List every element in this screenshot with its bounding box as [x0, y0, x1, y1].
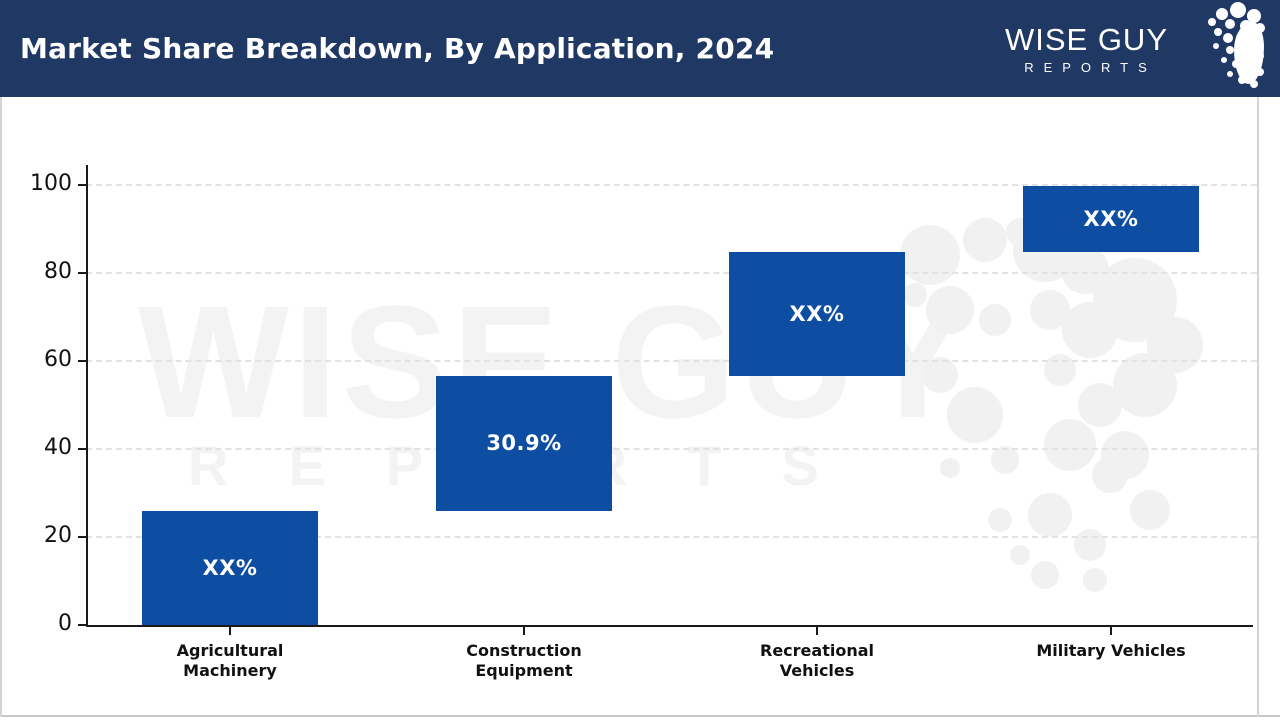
y-tick-label: 60	[44, 347, 72, 372]
y-tick-mark	[78, 536, 86, 538]
x-tick-label-line: Machinery	[183, 661, 277, 680]
x-tick-label-agricultural-machinery: Agricultural Machinery	[100, 641, 360, 681]
y-axis-line	[86, 165, 88, 627]
bar-value-label: XX%	[1083, 206, 1139, 231]
logo-dot	[1255, 22, 1265, 33]
y-tick-label: 80	[44, 259, 72, 284]
logo-dot	[1238, 75, 1246, 84]
watermark-dot	[991, 446, 1019, 474]
bar-agricultural-machinery: XX%	[142, 511, 318, 625]
watermark-dot	[1028, 493, 1072, 537]
x-tick-mark	[816, 627, 818, 635]
x-tick-label-line: Vehicles	[779, 661, 855, 680]
logo-dot	[1240, 19, 1252, 32]
gridline-40	[86, 448, 1257, 450]
watermark-dot	[963, 218, 1007, 262]
x-axis-line	[86, 625, 1253, 627]
watermark-dot	[1101, 431, 1149, 479]
page-border-right	[1257, 97, 1259, 717]
logo-dot	[1230, 1, 1246, 18]
logo-dot	[1239, 46, 1249, 57]
y-tick-label: 0	[58, 611, 72, 636]
logo-dot	[1225, 18, 1235, 29]
y-tick-label: 20	[44, 523, 72, 548]
y-tick-mark	[78, 448, 86, 450]
logo-dot	[1256, 67, 1264, 76]
watermark-dot	[988, 508, 1012, 532]
logo-dot	[1232, 59, 1240, 68]
x-tick-mark	[229, 627, 231, 635]
logo-dot	[1236, 31, 1248, 44]
watermark-dot	[947, 387, 1003, 443]
bar-military-vehicles: XX%	[1023, 185, 1199, 252]
watermark-dot	[903, 283, 927, 307]
watermark-dot	[1010, 545, 1030, 565]
page-title: Market Share Breakdown, By Application, …	[20, 32, 775, 65]
bar-value-label: 30.9%	[486, 431, 562, 456]
watermark-dot	[1130, 490, 1170, 530]
watermark-dot	[979, 304, 1011, 336]
logo-dot	[1216, 7, 1228, 20]
bar-value-label: XX%	[789, 301, 845, 326]
bar-construction-equipment: 30.9%	[436, 375, 612, 512]
watermark-dot	[900, 225, 960, 285]
x-tick-mark	[523, 627, 525, 635]
gridline-60	[86, 360, 1257, 362]
logo-face-dots-icon	[1170, 1, 1266, 94]
y-tick-mark	[78, 624, 86, 626]
logo-dot	[1213, 42, 1219, 49]
watermark-dot	[922, 357, 958, 393]
watermark-dot	[940, 458, 960, 478]
logo-dot	[1256, 51, 1264, 60]
y-tick-label: 40	[44, 435, 72, 460]
x-tick-label-line: Recreational	[760, 641, 874, 660]
logo-dot	[1253, 36, 1263, 47]
y-tick-mark	[78, 272, 86, 274]
logo-subtitle: REPORTS	[1024, 60, 1157, 75]
logo-text: WISE GUY REPORTS	[1005, 22, 1168, 75]
page-border-bottom	[0, 715, 1280, 717]
logo-dot	[1247, 8, 1261, 23]
y-tick-label: 100	[30, 171, 72, 196]
x-tick-label-recreational-vehicles: Recreational Vehicles	[687, 641, 947, 681]
x-tick-label-line: Construction	[466, 641, 582, 660]
logo-dot	[1226, 45, 1234, 54]
logo-dot	[1208, 17, 1216, 26]
watermark-dot	[1044, 419, 1096, 471]
gridline-100	[86, 184, 1257, 186]
logo-dot	[1250, 79, 1258, 88]
x-tick-label-construction-equipment: Construction Equipment	[394, 641, 654, 681]
header: Market Share Breakdown, By Application, …	[0, 0, 1280, 97]
logo-dot	[1214, 27, 1222, 36]
x-tick-label-military-vehicles: Military Vehicles	[981, 641, 1241, 661]
watermark-dot	[1083, 568, 1107, 592]
logo-dot	[1221, 56, 1227, 63]
watermark-dot	[1031, 561, 1059, 589]
x-tick-label-line: Agricultural	[176, 641, 284, 660]
y-tick-mark	[78, 360, 86, 362]
logo-dot	[1245, 62, 1255, 73]
logo-wordmark: WISE GUY	[1004, 22, 1168, 57]
watermark-dot	[1147, 317, 1203, 373]
watermark-dot	[1074, 529, 1106, 561]
watermark-dot	[1044, 354, 1076, 386]
logo-dot	[1223, 32, 1233, 43]
x-tick-mark	[1110, 627, 1112, 635]
y-tick-mark	[78, 184, 86, 186]
page-border-left	[0, 97, 2, 717]
bar-recreational-vehicles: XX%	[729, 251, 905, 376]
bar-value-label: XX%	[202, 556, 258, 581]
x-tick-label-line: Equipment	[475, 661, 573, 680]
wiseguy-logo: WISE GUY REPORTS	[1005, 1, 1266, 94]
logo-dot	[1227, 70, 1233, 77]
gridline-80	[86, 272, 1257, 274]
watermark-dot	[926, 286, 974, 334]
gridline-20	[86, 536, 1257, 538]
x-tick-label-line: Military Vehicles	[1036, 641, 1186, 660]
